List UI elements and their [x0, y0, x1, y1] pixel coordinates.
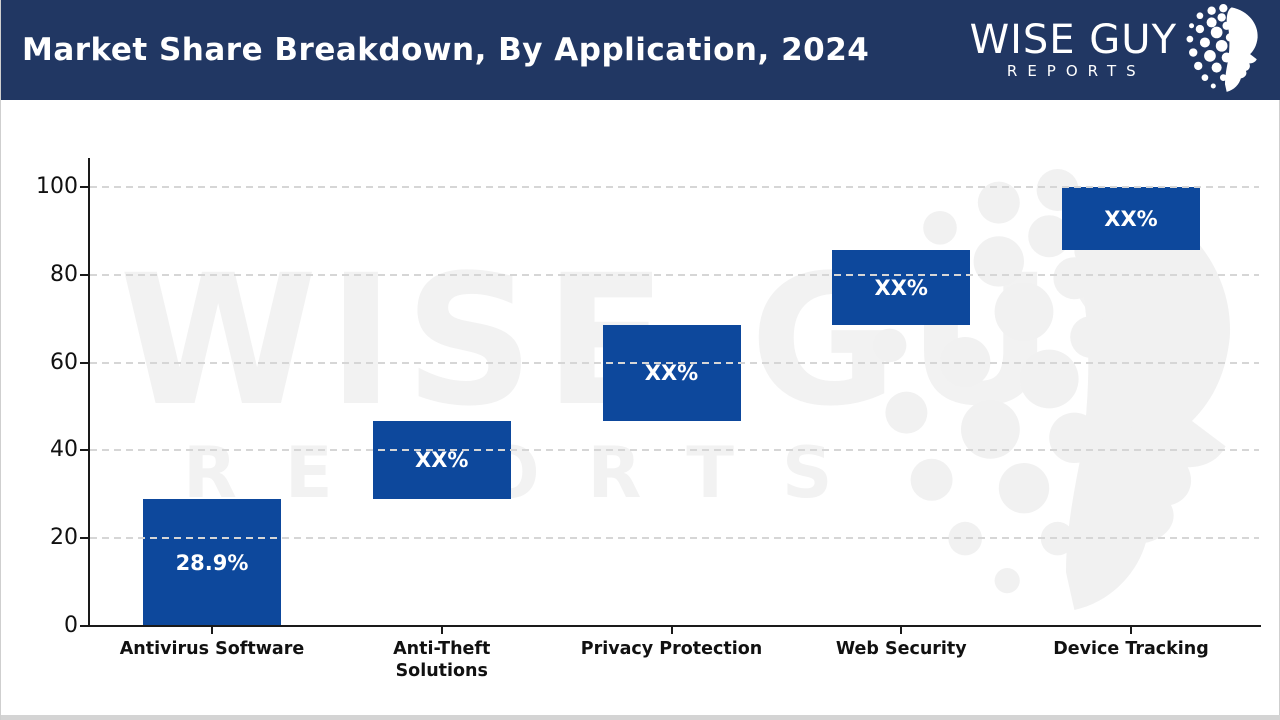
x-category-label-5: Device Tracking — [1011, 639, 1251, 661]
gridline-100 — [90, 186, 1259, 188]
y-tick-mark-100 — [80, 186, 88, 188]
gridline-80 — [90, 273, 1259, 276]
x-category-label-3: Privacy Protection — [552, 639, 792, 661]
x-tick-mark-4 — [900, 627, 903, 634]
y-tick-label-0: 0 — [64, 613, 78, 638]
y-tick-label-60: 60 — [50, 349, 78, 375]
x-category-label-line: Web Security — [835, 639, 967, 659]
gridline-20 — [90, 537, 1259, 540]
x-category-label-2: Anti-Theft Solutions — [322, 639, 562, 683]
x-category-label-line: Privacy Protection — [580, 639, 763, 659]
wiseguy-logo-text: WISE GUY REPORTS — [970, 20, 1177, 80]
page-title: Market Share Breakdown, By Application, … — [22, 32, 870, 68]
x-category-label-line: Device Tracking — [1053, 639, 1209, 659]
bar-value-label-5: XX% — [1104, 206, 1158, 231]
x-tick-mark-2 — [440, 627, 443, 634]
x-tick-mark-1 — [211, 627, 213, 634]
y-tick-mark-80 — [80, 273, 88, 276]
y-tick-label-40: 40 — [50, 437, 78, 463]
gridline-60 — [90, 361, 1259, 364]
logo-brand-subtitle: REPORTS — [1006, 62, 1146, 80]
gridline-40 — [90, 449, 1259, 452]
bar-segment-5: XX% — [1062, 187, 1200, 251]
x-category-label-line: Solutions — [395, 660, 488, 681]
x-axis-line — [88, 625, 1261, 627]
wiseguy-logo: WISE GUY REPORTS — [970, 4, 1271, 96]
bar-segment-1: 28.9% — [143, 499, 281, 626]
y-tick-label-100: 100 — [36, 174, 78, 199]
bar-value-label-4: XX% — [874, 275, 928, 300]
bar-segment-3: XX% — [602, 325, 741, 421]
y-tick-mark-20 — [80, 537, 88, 540]
bar-segment-4: XX% — [832, 250, 971, 326]
bar-value-label-3: XX% — [644, 361, 699, 386]
x-category-label-1: Antivirus Software — [92, 639, 332, 661]
y-axis-line — [88, 158, 90, 627]
bar-segment-2: XX% — [372, 420, 511, 500]
x-tick-mark-3 — [670, 627, 673, 634]
x-tick-mark-5 — [1130, 627, 1132, 634]
logo-brand-name: WISE GUY — [969, 17, 1177, 63]
x-category-label-line: Anti-Theft — [393, 639, 491, 659]
y-tick-mark-40 — [80, 449, 88, 452]
y-tick-mark-60 — [80, 361, 88, 364]
y-tick-label-80: 80 — [50, 261, 78, 287]
y-tick-label-20: 20 — [50, 525, 78, 551]
x-category-label-4: Web Security — [781, 639, 1021, 661]
x-category-label-line: Antivirus Software — [119, 639, 305, 659]
header-bar: Market Share Breakdown, By Application, … — [1, 0, 1280, 100]
bar-value-label-2: XX% — [415, 448, 469, 473]
wiseguy-head-icon — [1186, 4, 1258, 92]
bar-value-label-1: 28.9% — [175, 550, 249, 575]
y-tick-mark-0 — [80, 625, 88, 627]
bottom-border — [1, 715, 1280, 720]
